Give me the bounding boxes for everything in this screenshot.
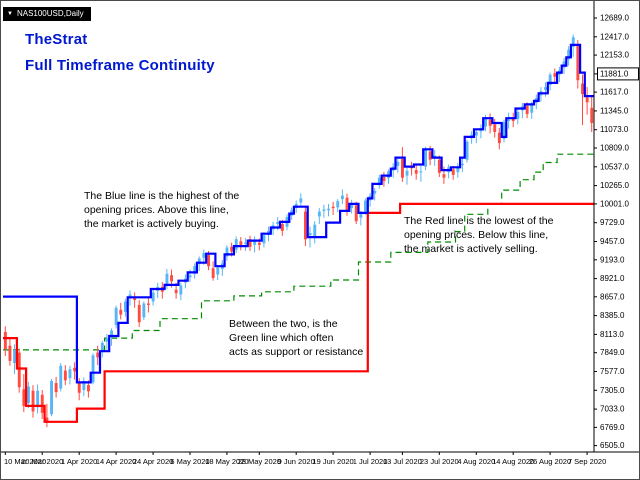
svg-text:8921.0: 8921.0 bbox=[600, 274, 625, 283]
svg-text:4 Aug 2020: 4 Aug 2020 bbox=[457, 457, 495, 466]
svg-text:9 Jun 2020: 9 Jun 2020 bbox=[278, 457, 315, 466]
svg-text:8657.0: 8657.0 bbox=[600, 292, 625, 301]
svg-text:7033.0: 7033.0 bbox=[600, 405, 625, 414]
svg-text:7849.0: 7849.0 bbox=[600, 348, 625, 357]
svg-text:9457.0: 9457.0 bbox=[600, 237, 625, 246]
svg-text:8385.0: 8385.0 bbox=[600, 311, 625, 320]
chart-title-line2: Full Timeframe Continuity bbox=[25, 57, 215, 75]
svg-text:28 May 2020: 28 May 2020 bbox=[238, 457, 281, 466]
svg-text:7577.0: 7577.0 bbox=[600, 367, 625, 376]
svg-text:9193.0: 9193.0 bbox=[600, 255, 625, 264]
svg-text:8113.0: 8113.0 bbox=[600, 330, 624, 339]
svg-text:10 Mar 2020: 10 Mar 2020 bbox=[4, 457, 46, 466]
svg-text:7305.0: 7305.0 bbox=[600, 386, 625, 395]
svg-text:13 Jul 2020: 13 Jul 2020 bbox=[383, 457, 422, 466]
svg-text:11617.0: 11617.0 bbox=[600, 88, 629, 97]
symbol-timeframe-label[interactable]: ▼ NAS100USD,Daily bbox=[3, 7, 91, 21]
svg-text:20 Mar 2020: 20 Mar 2020 bbox=[21, 457, 63, 466]
svg-text:6 May 2020: 6 May 2020 bbox=[170, 457, 209, 466]
annotation-blue-line: The Blue line is the highest of the open… bbox=[84, 190, 240, 231]
svg-text:26 Aug 2020: 26 Aug 2020 bbox=[529, 457, 571, 466]
symbol-dropdown-icon[interactable]: ▼ bbox=[7, 11, 13, 17]
svg-text:1 Jul 2020: 1 Jul 2020 bbox=[353, 457, 388, 466]
svg-text:23 Jul 2020: 23 Jul 2020 bbox=[420, 457, 459, 466]
time-axis[interactable] bbox=[1, 452, 639, 479]
annotation-green-line: Between the two, is the Green line which… bbox=[229, 318, 364, 359]
chart-title-line1: TheStrat bbox=[25, 31, 88, 48]
svg-text:11073.0: 11073.0 bbox=[600, 125, 629, 134]
svg-text:1 Apr 2020: 1 Apr 2020 bbox=[61, 457, 97, 466]
svg-text:24 Apr 2020: 24 Apr 2020 bbox=[133, 457, 173, 466]
annotation-red-line: The Red line is the lowest of the openin… bbox=[404, 215, 554, 256]
svg-text:12417.0: 12417.0 bbox=[600, 32, 629, 41]
chart-title: TheStrat Full Timeframe Continuity bbox=[25, 27, 215, 80]
svg-text:10809.0: 10809.0 bbox=[600, 144, 629, 153]
svg-text:14 Apr 2020: 14 Apr 2020 bbox=[96, 457, 136, 466]
svg-text:19 Jun 2020: 19 Jun 2020 bbox=[312, 457, 353, 466]
svg-text:11881.0: 11881.0 bbox=[600, 69, 629, 78]
svg-text:10265.0: 10265.0 bbox=[600, 181, 629, 190]
svg-text:18 May 2020: 18 May 2020 bbox=[205, 457, 248, 466]
svg-text:14 Aug 2020: 14 Aug 2020 bbox=[492, 457, 534, 466]
svg-text:11345.0: 11345.0 bbox=[600, 106, 629, 115]
svg-text:10537.0: 10537.0 bbox=[600, 162, 629, 171]
svg-text:12153.0: 12153.0 bbox=[600, 51, 629, 60]
svg-text:7 Sep 2020: 7 Sep 2020 bbox=[568, 457, 606, 466]
svg-text:12689.0: 12689.0 bbox=[600, 14, 629, 23]
symbol-timeframe-text: NAS100USD,Daily bbox=[16, 9, 84, 18]
svg-text:9729.0: 9729.0 bbox=[600, 218, 625, 227]
price-axis[interactable] bbox=[594, 1, 639, 452]
svg-text:6505.0: 6505.0 bbox=[600, 441, 625, 450]
svg-text:10001.0: 10001.0 bbox=[600, 199, 629, 208]
svg-text:6769.0: 6769.0 bbox=[600, 423, 625, 432]
